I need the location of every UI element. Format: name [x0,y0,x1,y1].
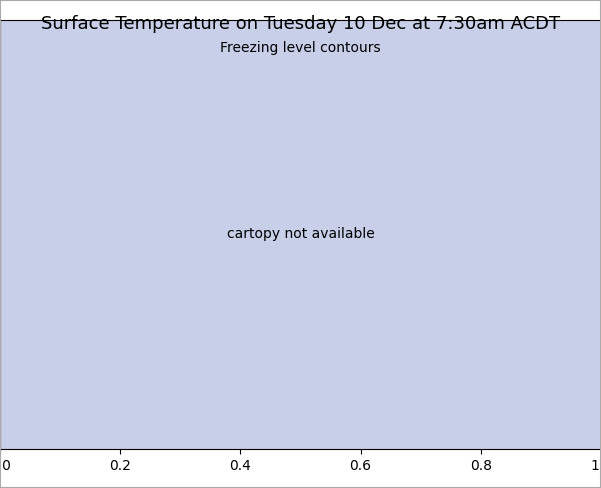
Text: Freezing level contours: Freezing level contours [220,41,381,56]
Text: Surface Temperature on Tuesday 10 Dec at 7:30am ACDT: Surface Temperature on Tuesday 10 Dec at… [41,15,560,33]
Text: cartopy not available: cartopy not available [227,227,374,241]
